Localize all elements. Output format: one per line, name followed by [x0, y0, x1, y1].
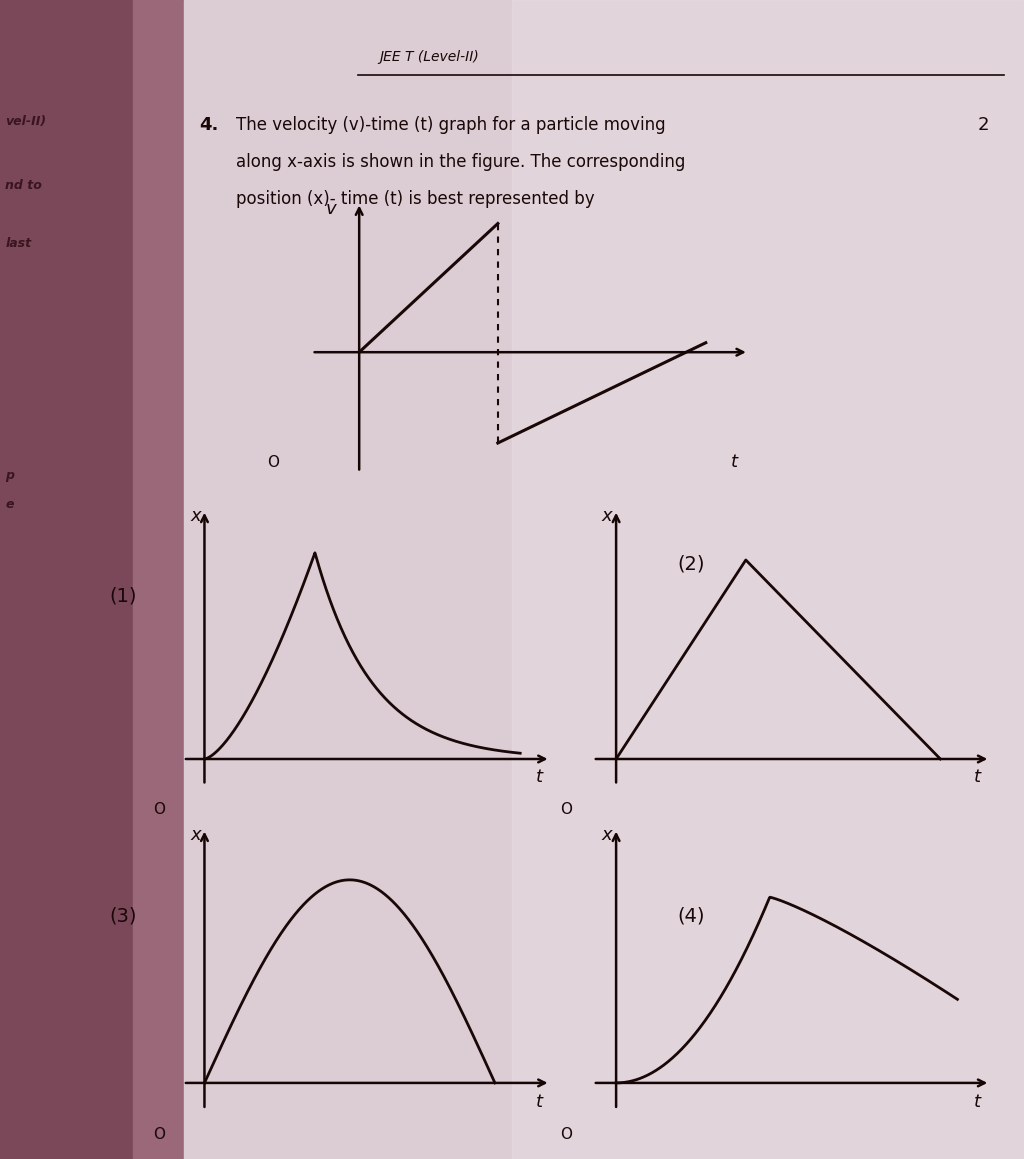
Text: x: x: [190, 508, 201, 525]
Text: O: O: [153, 1127, 165, 1142]
Text: (4): (4): [678, 907, 706, 926]
Text: O: O: [153, 802, 165, 817]
Text: O: O: [266, 454, 279, 469]
Text: v: v: [326, 199, 336, 218]
Text: x: x: [601, 826, 611, 844]
Text: O: O: [560, 802, 572, 817]
Bar: [133, 0, 184, 1159]
Text: t: t: [974, 1093, 981, 1110]
Text: last: last: [5, 236, 32, 250]
Text: (3): (3): [110, 907, 137, 926]
Text: x: x: [601, 508, 611, 525]
Bar: [184, 0, 1024, 1159]
Text: vel-II): vel-II): [5, 115, 46, 129]
Text: O: O: [560, 1127, 572, 1142]
Text: along x-axis is shown in the figure. The corresponding: along x-axis is shown in the figure. The…: [236, 153, 685, 172]
Text: JEE T (Level-II): JEE T (Level-II): [379, 50, 478, 64]
Text: 4.: 4.: [200, 116, 219, 134]
Text: p: p: [5, 468, 14, 482]
Bar: [512, 0, 1024, 1159]
Text: position (x)- time (t) is best represented by: position (x)- time (t) is best represent…: [236, 190, 594, 209]
Text: x: x: [190, 826, 201, 844]
Text: (1): (1): [110, 586, 137, 605]
Text: e: e: [5, 497, 13, 511]
Bar: [0, 0, 133, 1159]
Text: t: t: [536, 1093, 543, 1110]
Text: t: t: [536, 768, 543, 787]
Text: nd to: nd to: [5, 178, 42, 192]
Text: (2): (2): [678, 555, 706, 574]
Text: 2: 2: [978, 116, 989, 134]
Text: The velocity (v)-time (t) graph for a particle moving: The velocity (v)-time (t) graph for a pa…: [236, 116, 666, 134]
Text: t: t: [731, 453, 737, 471]
Text: t: t: [974, 768, 981, 787]
